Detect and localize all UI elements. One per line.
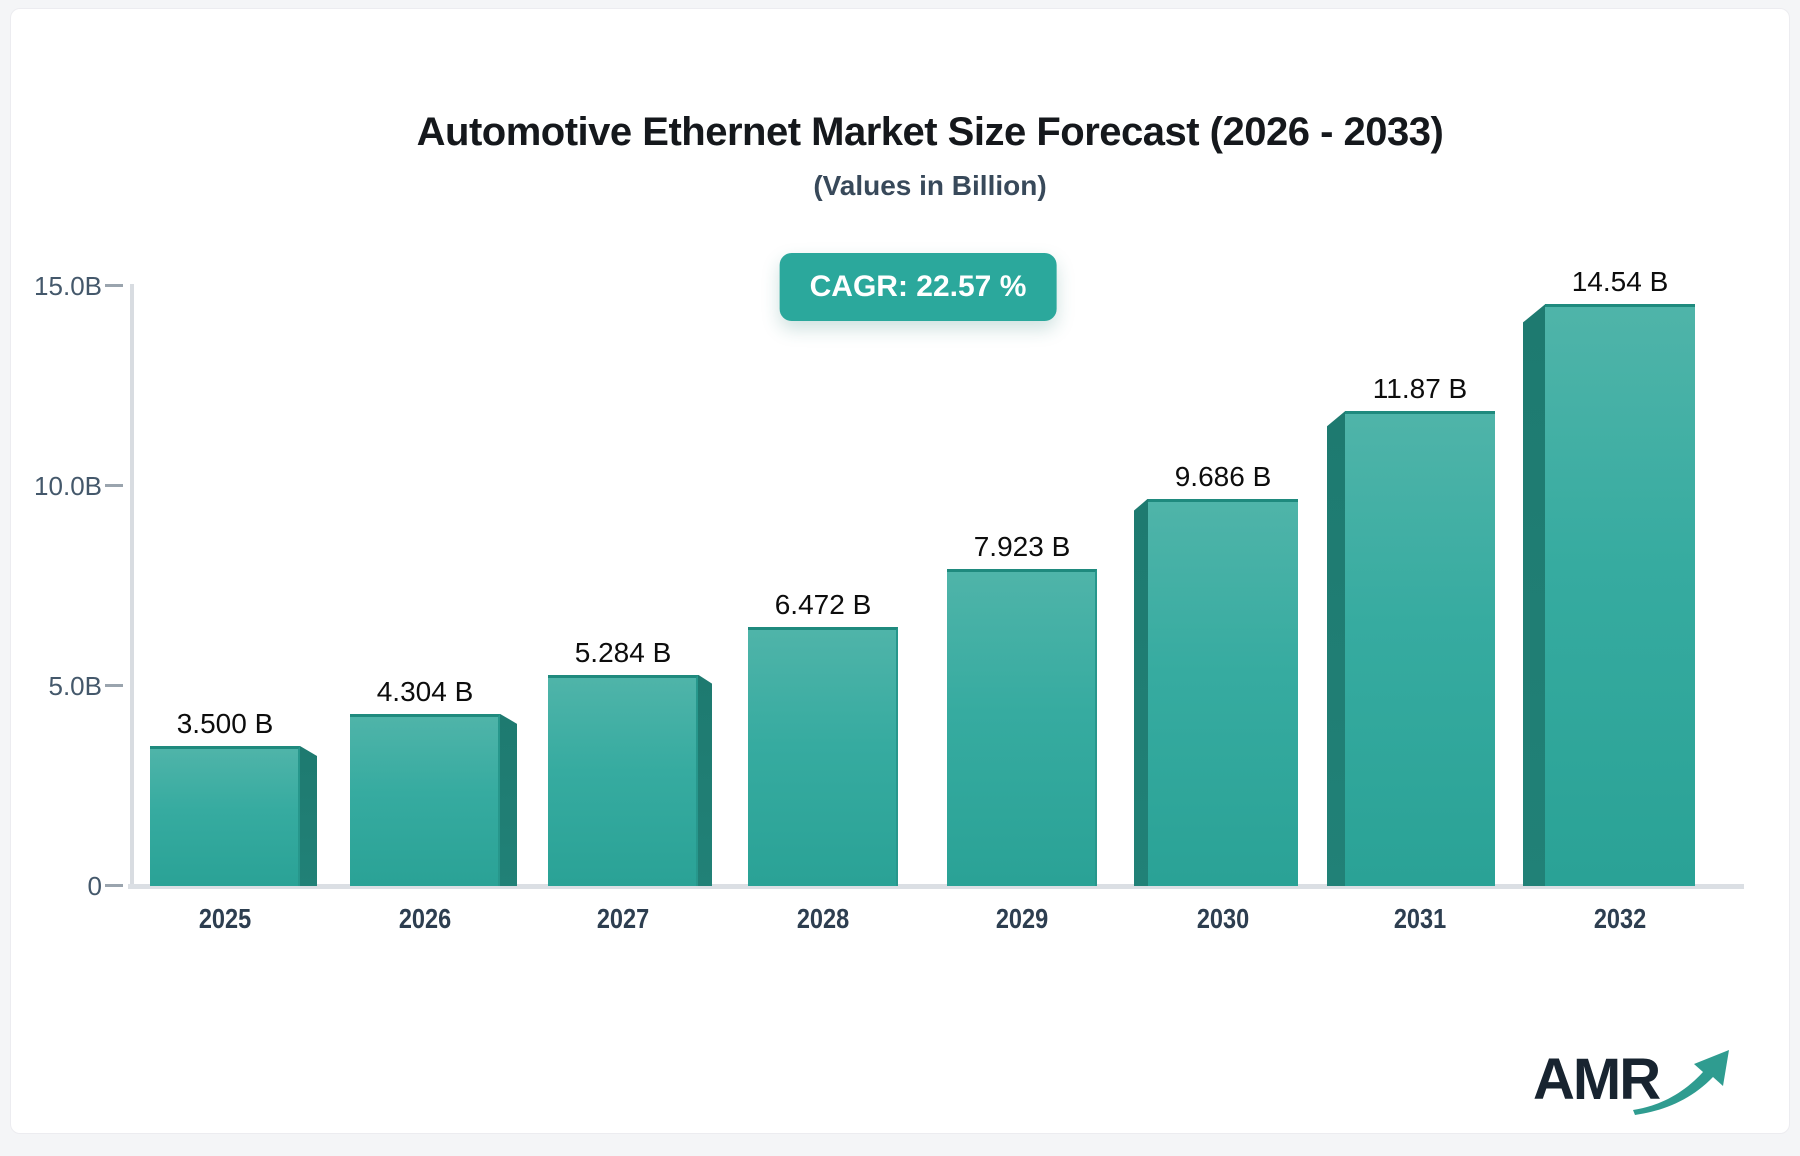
bar-value-label: 9.686 B — [1174, 460, 1272, 492]
bar-2031 — [1345, 411, 1495, 886]
bar-side-shadow-2032 — [1523, 304, 1545, 886]
y-axis-tick-label: 0 — [87, 871, 102, 901]
bar-2026 — [350, 713, 500, 886]
x-axis-tick-label: 2029 — [995, 903, 1049, 934]
y-axis-tick-mark — [105, 284, 123, 287]
x-axis-tick-label: 2030 — [1196, 903, 1250, 934]
bar-value-label: 6.472 B — [774, 589, 872, 621]
bar-value-label: 4.304 B — [376, 675, 474, 707]
amr-logo-text: AMR — [1533, 1047, 1661, 1112]
bar-value-label: 11.87 B — [1372, 373, 1468, 405]
bar-2027 — [548, 674, 698, 886]
bar-2025 — [150, 746, 300, 886]
amr-logo: AMR — [1533, 1038, 1743, 1118]
y-axis-tick-mark — [105, 684, 123, 687]
chart-title: Automotive Ethernet Market Size Forecast… — [416, 110, 1444, 154]
y-axis-tick-mark — [105, 484, 123, 487]
chart-subtitle: (Values in Billion) — [813, 170, 1047, 201]
bar-side-shadow-2026 — [500, 713, 517, 886]
bar-side-shadow-2025 — [300, 746, 317, 886]
x-axis-tick-label: 2028 — [796, 903, 850, 934]
x-axis-line — [128, 884, 1744, 889]
x-axis-tick-label: 2027 — [596, 903, 650, 934]
bar-2032 — [1545, 304, 1695, 886]
bar-value-label: 3.500 B — [176, 708, 274, 739]
bar-side-shadow-2030 — [1134, 498, 1148, 886]
y-axis-tick-mark — [105, 884, 123, 887]
x-axis-tick-label: 2031 — [1393, 903, 1447, 934]
x-axis-tick-label: 2025 — [198, 903, 252, 934]
x-axis-tick-label: 2032 — [1593, 903, 1647, 934]
bar-side-shadow-2031 — [1327, 411, 1345, 886]
bar-2028 — [748, 627, 898, 886]
y-axis-tick-label: 5.0B — [48, 671, 103, 701]
growth-arrow-icon — [1633, 1050, 1729, 1115]
y-axis-tick-label: 10.0B — [34, 471, 102, 501]
bar-2030 — [1148, 498, 1298, 886]
bar-value-label: 7.923 B — [973, 531, 1071, 563]
y-axis-line — [130, 284, 134, 886]
bar-2029 — [947, 569, 1097, 886]
x-axis-tick-label: 2026 — [398, 903, 452, 934]
cagr-badge: CAGR: 22.57 % — [779, 253, 1057, 321]
bar-value-label: 5.284 B — [574, 636, 672, 668]
y-axis-tick-label: 15.0B — [34, 271, 102, 301]
bar-side-shadow-2027 — [698, 674, 712, 886]
bar-value-label: 14.54 B — [1571, 266, 1669, 298]
